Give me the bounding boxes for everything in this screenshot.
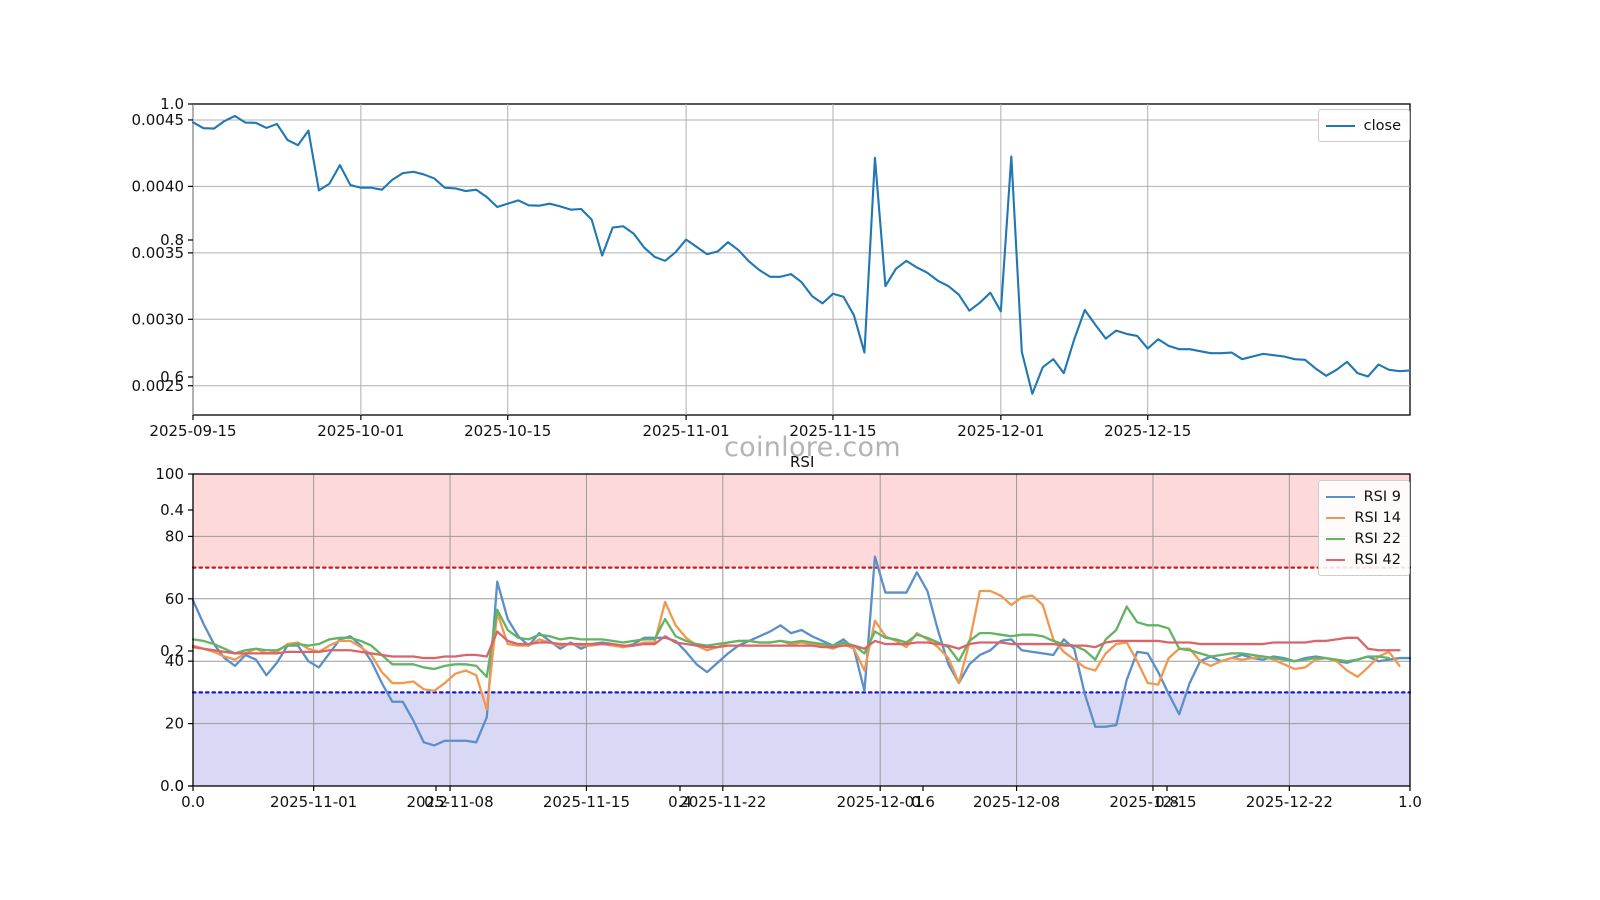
price-plot-frame xyxy=(192,103,1411,416)
rsi-x-axis: 2025-11-01 2025-11-08 2025-11-15 2025-11-22… xyxy=(270,786,1333,811)
rsi-gridlines xyxy=(193,474,1410,786)
legend-swatch-close xyxy=(1326,124,1355,127)
legend-swatch-rsi-42 xyxy=(1326,558,1346,561)
price-y-axis-overlay: 1.0 0.8 0.6 xyxy=(160,95,193,386)
rsi-y-axis-overlay: 0.4 0.2 0.0 xyxy=(160,501,193,795)
price-xtick-label: 2025-12-15 xyxy=(1104,422,1191,440)
rsi-xtick-label: 2025-12-22 xyxy=(1246,793,1333,811)
rsi-plot-frame xyxy=(192,473,1411,787)
rsi-panel: 100 80 60 40 20 0 0.4 0.2 0.0 2025-11-01 2025-11-0… xyxy=(0,450,1600,900)
rsi-x-axis-overlay: 0.0 0.2 0.4 0.6 0.8 1.0 xyxy=(181,786,1422,811)
legend-swatch-rsi-9 xyxy=(1326,495,1355,498)
price-gridlines xyxy=(192,104,1410,415)
rsi-xtick-label-overlay: 0.4 xyxy=(668,793,692,811)
rsi-y-axis: 100 80 60 40 20 0 xyxy=(155,465,193,795)
price-xtick-label: 2025-12-01 xyxy=(957,422,1044,440)
rsi-xtick-label-overlay: 0.8 xyxy=(1155,793,1179,811)
rsi-band-oversold xyxy=(193,692,1410,786)
watermark: coinlore.com xyxy=(724,432,901,463)
price-ytick-label-overlay: 0.6 xyxy=(160,368,184,386)
price-x-axis: 2025-09-15 2025-10-01 2025-10-15 2025-11-01… xyxy=(149,415,1191,440)
rsi-ytick-label: 0 xyxy=(174,777,184,795)
legend-item-rsi-9: RSI 9 xyxy=(1326,486,1401,507)
rsi-series-rsi-14 xyxy=(191,589,1401,711)
rsi-ytick-label-overlay: 0.2 xyxy=(160,642,184,660)
price-legend: close xyxy=(1318,109,1410,142)
legend-label-rsi-14: RSI 14 xyxy=(1354,509,1401,526)
legend-item-rsi-14: RSI 14 xyxy=(1326,507,1401,528)
legend-label-rsi-42: RSI 42 xyxy=(1354,551,1401,568)
price-xtick-label: 2025-09-15 xyxy=(149,422,236,440)
price-xtick-label: 2025-11-15 xyxy=(789,422,876,440)
rsi-panel-title: RSI xyxy=(790,453,815,471)
legend-swatch-rsi-22 xyxy=(1326,537,1346,540)
price-series-close xyxy=(191,114,1412,395)
legend-swatch-rsi-14 xyxy=(1326,516,1346,519)
price-xtick-label: 2025-11-01 xyxy=(643,422,730,440)
rsi-ytick-label: 40 xyxy=(165,652,184,670)
rsi-xtick-label-overlay: 0.6 xyxy=(911,793,935,811)
price-ytick-label: 0.0035 xyxy=(132,244,185,262)
legend-item-rsi-42: RSI 42 xyxy=(1326,549,1401,570)
price-panel: 0.0045 0.0040 0.0035 0.0030 0.0025 1.0 0.8 0.6 2… xyxy=(132,95,1412,440)
rsi-series-rsi-22 xyxy=(191,605,1391,678)
rsi-xtick-label: 2025-12-15 xyxy=(1109,793,1196,811)
rsi-ytick-label-overlay: 0.4 xyxy=(160,501,184,519)
price-chart-svg: 0.0045 0.0040 0.0035 0.0030 0.0025 1.0 0.8 0.6 2… xyxy=(132,95,1412,440)
rsi-xtick-label: 2025-11-22 xyxy=(679,793,766,811)
rsi-xtick-label: 2025-12-01 xyxy=(837,793,924,811)
price-ytick-label-overlay: 1.0 xyxy=(160,95,184,113)
legend-label-rsi-9: RSI 9 xyxy=(1363,488,1401,505)
rsi-ytick-label: 60 xyxy=(165,590,184,608)
price-xtick-label: 2025-10-15 xyxy=(464,422,551,440)
rsi-ytick-label: 80 xyxy=(165,527,184,545)
legend-label-close: close xyxy=(1363,117,1401,134)
rsi-xtick-label: 2025-11-15 xyxy=(543,793,630,811)
rsi-xtick-label-overlay: 1.0 xyxy=(1398,793,1422,811)
price-ytick-label: 0.0045 xyxy=(132,111,185,129)
rsi-xtick-label-overlay: 0.2 xyxy=(424,793,448,811)
price-ytick-label: 0.0025 xyxy=(132,377,185,395)
rsi-xtick-label: 2025-12-08 xyxy=(973,793,1060,811)
rsi-ytick-label-overlay: 0.0 xyxy=(160,777,184,795)
price-xtick-label: 2025-10-01 xyxy=(317,422,404,440)
rsi-xtick-label: 2025-11-08 xyxy=(406,793,493,811)
price-ytick-label: 0.0040 xyxy=(132,177,185,195)
rsi-series-rsi-42 xyxy=(191,630,1401,660)
rsi-legend: RSI 9 RSI 14 RSI 22 RSI 42 xyxy=(1318,480,1410,576)
rsi-xtick-label: 2025-11-01 xyxy=(270,793,357,811)
price-ytick-label: 0.0030 xyxy=(132,310,185,328)
legend-item-rsi-22: RSI 22 xyxy=(1326,528,1401,549)
rsi-ytick-label: 100 xyxy=(155,465,184,483)
price-ytick-label-overlay: 0.8 xyxy=(160,231,184,249)
rsi-series-rsi-9 xyxy=(191,555,1412,747)
legend-item-close: close xyxy=(1326,115,1401,136)
price-y-axis: 0.0045 0.0040 0.0035 0.0030 0.0025 xyxy=(132,111,193,395)
legend-label-rsi-22: RSI 22 xyxy=(1354,530,1401,547)
rsi-ytick-label: 20 xyxy=(165,715,184,733)
rsi-band-overbought xyxy=(193,474,1410,568)
rsi-xtick-label-overlay: 0.0 xyxy=(181,793,205,811)
